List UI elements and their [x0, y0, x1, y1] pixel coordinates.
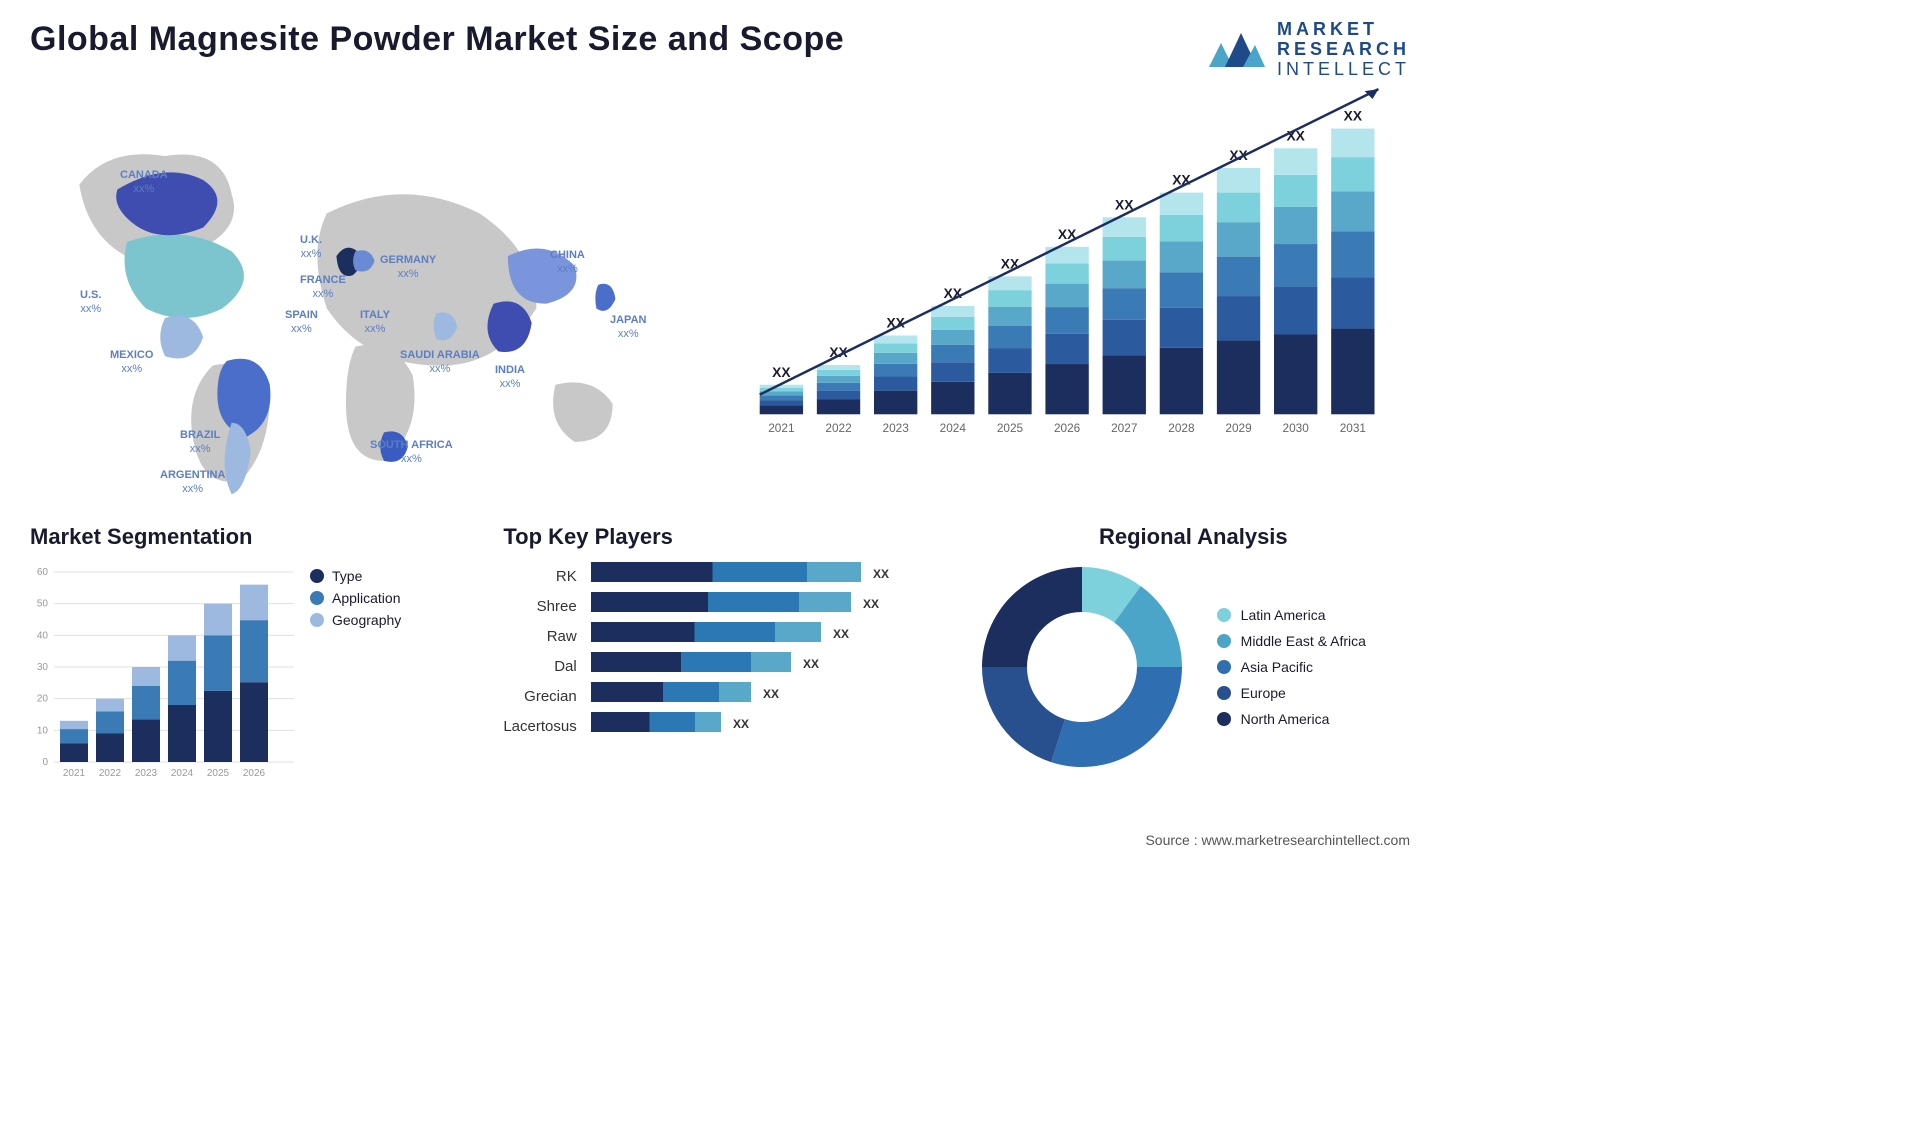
legend-item: Asia Pacific — [1217, 659, 1366, 675]
logo-icon — [1207, 25, 1267, 75]
legend-item: Europe — [1217, 685, 1366, 701]
svg-text:2022: 2022 — [825, 421, 851, 435]
map-label: SPAINxx% — [285, 309, 318, 335]
player-label: Raw — [503, 622, 576, 652]
svg-text:2025: 2025 — [207, 768, 230, 779]
svg-text:XX: XX — [803, 657, 819, 671]
map-label: MEXICOxx% — [110, 349, 153, 375]
svg-text:2023: 2023 — [135, 768, 158, 779]
map-label: FRANCExx% — [300, 274, 346, 300]
player-label: Shree — [503, 592, 576, 622]
svg-text:20: 20 — [37, 694, 49, 705]
map-label: U.K.xx% — [300, 234, 322, 260]
svg-text:60: 60 — [37, 567, 49, 578]
svg-text:XX: XX — [873, 567, 889, 581]
legend-item: Middle East & Africa — [1217, 633, 1366, 649]
svg-text:XX: XX — [772, 365, 791, 380]
svg-text:2026: 2026 — [243, 768, 266, 779]
svg-text:2022: 2022 — [99, 768, 122, 779]
players-labels: RKShreeRawDalGrecianLacertosus — [503, 562, 576, 752]
world-map: CANADAxx% U.S.xx% MEXICOxx% BRAZILxx% ARGENT… — [30, 99, 700, 504]
regional-donut — [977, 562, 1187, 772]
svg-text:XX: XX — [1344, 109, 1363, 124]
svg-text:2021: 2021 — [768, 421, 794, 435]
map-label: GERMANYxx% — [380, 254, 436, 280]
legend-item: Application — [310, 590, 401, 606]
svg-text:XX: XX — [763, 687, 779, 701]
svg-text:50: 50 — [37, 599, 49, 610]
logo-line1: MARKET — [1277, 20, 1410, 40]
svg-text:2021: 2021 — [63, 768, 86, 779]
svg-text:10: 10 — [37, 726, 49, 737]
players-title: Top Key Players — [503, 524, 936, 550]
map-label: SOUTH AFRICAxx% — [370, 439, 453, 465]
svg-text:2023: 2023 — [883, 421, 910, 435]
svg-text:XX: XX — [733, 717, 749, 731]
svg-text:2026: 2026 — [1054, 421, 1081, 435]
svg-text:30: 30 — [37, 662, 49, 673]
world-map-svg — [30, 99, 700, 499]
svg-text:XX: XX — [863, 597, 879, 611]
player-label: Dal — [503, 652, 576, 682]
svg-text:2029: 2029 — [1225, 421, 1252, 435]
map-label: INDIAxx% — [495, 364, 525, 390]
map-label: ITALYxx% — [360, 309, 390, 335]
growth-chart: XX2021XX2022XX2023XX2024XX2025XX2026XX20… — [740, 99, 1410, 504]
player-label: Grecian — [503, 682, 576, 712]
map-label: SAUDI ARABIAxx% — [400, 349, 480, 375]
svg-text:XX: XX — [1001, 257, 1020, 272]
svg-text:2027: 2027 — [1111, 421, 1137, 435]
segmentation-chart: 0 10 20 30 40 50 60 2021 2022 2023 2024 2025 2026 — [30, 562, 290, 782]
segmentation-title: Market Segmentation — [30, 524, 463, 550]
players-chart: XX XX XX XX XX XX — [591, 562, 931, 752]
players-panel: Top Key Players RKShreeRawDalGrecianLace… — [503, 524, 936, 782]
regional-legend: Latin America Middle East & Africa Asia Pa… — [1217, 597, 1366, 737]
logo-line2: RESEARCH — [1277, 40, 1410, 60]
svg-text:XX: XX — [833, 627, 849, 641]
map-label: ARGENTINAxx% — [160, 469, 225, 495]
player-label: RK — [503, 562, 576, 592]
regional-panel: Regional Analysis Latin America Middle Ea… — [977, 524, 1410, 782]
svg-text:0: 0 — [42, 757, 48, 768]
regional-title: Regional Analysis — [977, 524, 1410, 550]
player-label: Lacertosus — [503, 712, 576, 742]
brand-logo: MARKET RESEARCH INTELLECT — [1207, 20, 1410, 79]
svg-text:2024: 2024 — [940, 421, 967, 435]
legend-item: North America — [1217, 711, 1366, 727]
map-label: BRAZILxx% — [180, 429, 220, 455]
svg-text:2031: 2031 — [1340, 421, 1366, 435]
map-label: JAPANxx% — [610, 314, 646, 340]
svg-text:40: 40 — [37, 631, 49, 642]
page-title: Global Magnesite Powder Market Size and … — [30, 20, 844, 59]
svg-text:2030: 2030 — [1283, 421, 1310, 435]
source-attribution: Source : www.marketresearchintellect.com — [1145, 832, 1410, 848]
growth-chart-svg: XX2021XX2022XX2023XX2024XX2025XX2026XX20… — [740, 99, 1410, 454]
map-label: U.S.xx% — [80, 289, 101, 315]
svg-text:2024: 2024 — [171, 768, 194, 779]
legend-item: Latin America — [1217, 607, 1366, 623]
svg-text:2025: 2025 — [997, 421, 1024, 435]
logo-line3: INTELLECT — [1277, 60, 1410, 80]
segmentation-panel: Market Segmentation 0 10 20 30 40 50 60 2021 202… — [30, 524, 463, 782]
legend-item: Type — [310, 568, 401, 584]
legend-item: Geography — [310, 612, 401, 628]
map-label: CHINAxx% — [550, 249, 585, 275]
segmentation-legend: Type Application Geography — [310, 562, 401, 782]
svg-text:2028: 2028 — [1168, 421, 1195, 435]
map-label: CANADAxx% — [120, 169, 168, 195]
